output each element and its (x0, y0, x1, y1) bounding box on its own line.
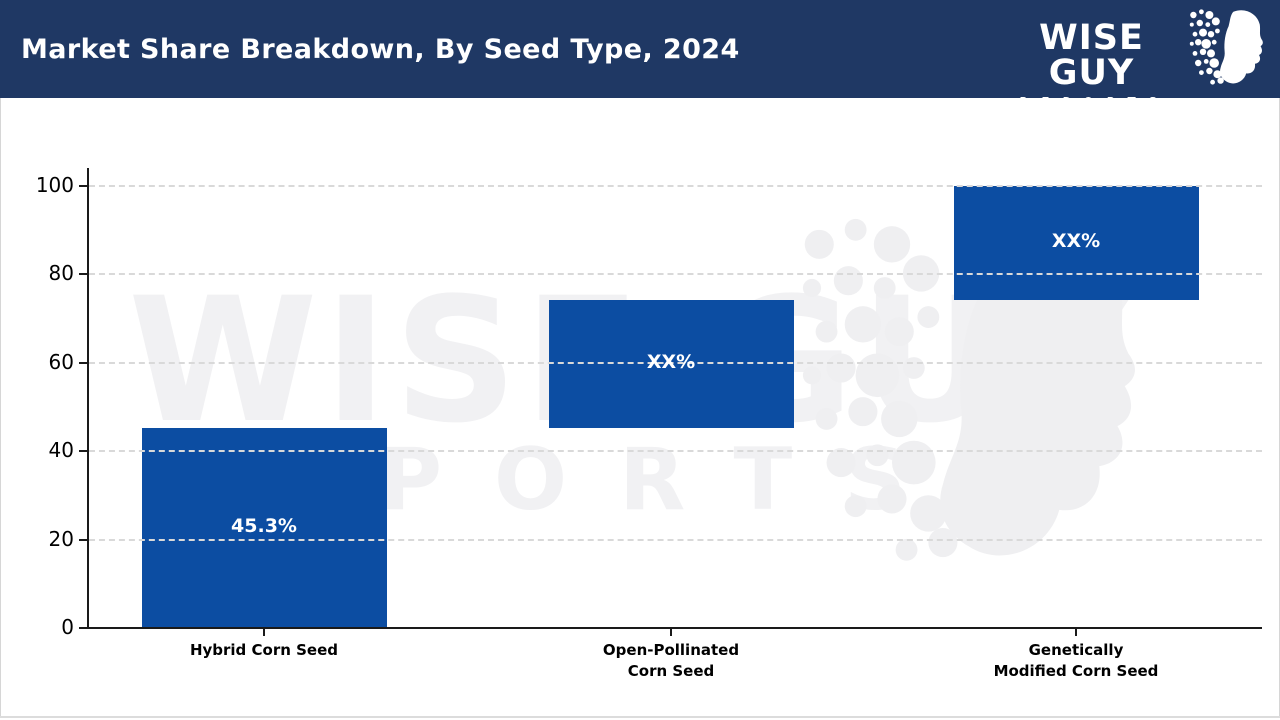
chart-area: WISE GUY REPORTS 45.3% XX% XX% 0 20 40 60 80 100… (0, 98, 1280, 720)
y-axis-tick (79, 539, 87, 541)
x-axis-tick (1075, 629, 1077, 636)
y-axis-tick-label: 20 (48, 527, 74, 551)
y-axis-tick-label: 80 (48, 261, 74, 285)
y-axis-line (87, 168, 89, 629)
x-axis-line (87, 627, 1262, 629)
y-axis-tick (79, 273, 87, 275)
logo-wordmark: WISE GUY (1039, 18, 1144, 93)
y-axis-tick-label: 60 (48, 350, 74, 374)
bar-segment (141, 428, 387, 628)
page-edge-bottom (0, 716, 1280, 718)
dotted-face-profile-icon (1189, 9, 1263, 85)
y-axis-tick-label: 100 (35, 173, 74, 197)
gridline (89, 362, 1262, 364)
page-edge-left (0, 98, 1, 718)
y-axis-tick (79, 362, 87, 364)
x-axis-category-label: Genetically Modified Corn Seed (993, 641, 1159, 680)
x-axis-category-label: Open-Pollinated Corn Seed (602, 641, 740, 680)
y-axis-tick-label: 40 (48, 438, 74, 462)
bar-segment (953, 186, 1199, 300)
bar-value-label: XX% (1051, 230, 1101, 252)
y-axis-tick-label: 0 (61, 615, 74, 639)
gridline (89, 450, 1262, 452)
gridline (89, 273, 1262, 275)
watermark-face-icon (802, 218, 1135, 561)
x-axis-tick (263, 629, 265, 636)
y-axis-tick (79, 185, 87, 187)
page-title: Market Share Breakdown, By Seed Type, 20… (21, 33, 740, 65)
x-axis-category-label: Hybrid Corn Seed (189, 641, 339, 659)
gridline (89, 539, 1262, 541)
y-axis-tick (79, 627, 87, 629)
x-axis-tick (670, 629, 672, 636)
bar-segment (548, 300, 794, 428)
y-axis-tick (79, 450, 87, 452)
bar-value-label: XX% (646, 351, 696, 373)
bar-value-label: 45.3% (231, 515, 297, 537)
gridline (89, 185, 1262, 187)
